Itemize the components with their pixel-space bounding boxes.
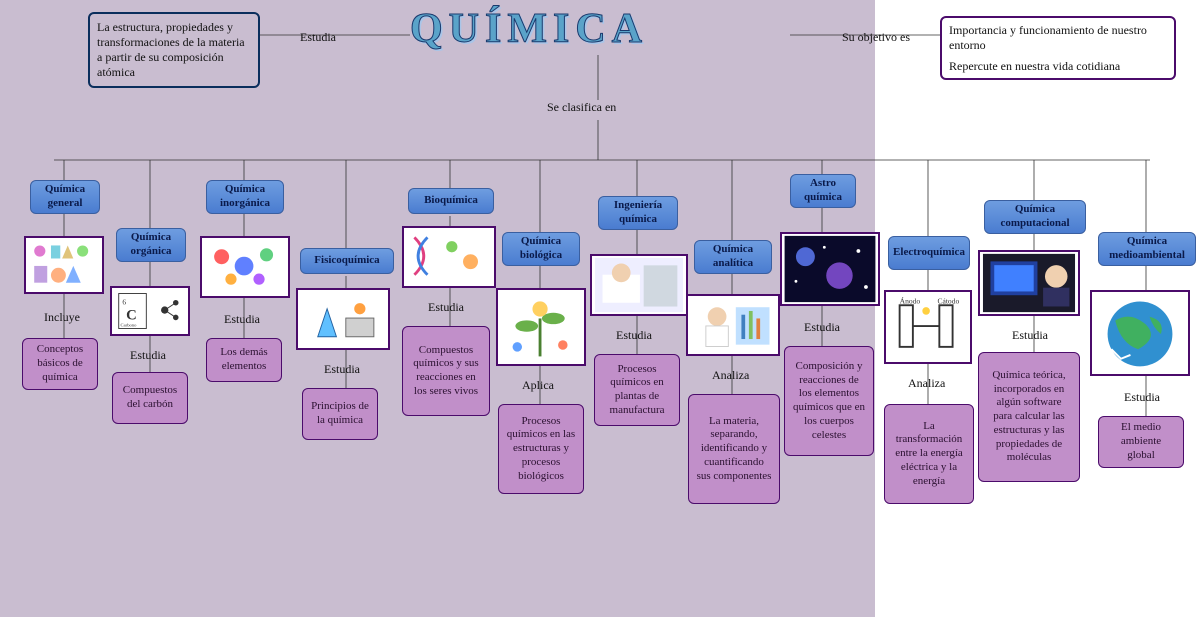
branch-img-analitica (686, 294, 780, 356)
branch-verb-biol: Aplica (522, 378, 554, 393)
branch-title-fisico: Fisicoquímica (300, 248, 394, 274)
main-title: QUÍMICA (410, 5, 648, 53)
biochem-icon (404, 228, 494, 286)
branch-verb-comp: Estudia (1012, 328, 1048, 343)
branch-title-electro: Electroquímica (888, 236, 970, 270)
lab-icons-icon (26, 238, 102, 292)
branch-title-bio: Bioquímica (408, 188, 494, 214)
branch-title-general: Química general (30, 180, 100, 214)
branch-img-comp (978, 250, 1080, 316)
branch-title-organica: Química orgánica (116, 228, 186, 262)
branch-desc-ing: Procesos químicos en plantas de manufact… (594, 354, 680, 426)
branch-verb-medio: Estudia (1124, 390, 1160, 405)
branch-img-organica (110, 286, 190, 336)
branch-verb-organica: Estudia (130, 348, 166, 363)
branch-desc-organica: Compuestos del carbón (112, 372, 188, 424)
branch-desc-analitica: La materia, separando, identificando y c… (688, 394, 780, 504)
branch-desc-fisico: Principios de la química (302, 388, 378, 440)
space-icon (782, 234, 878, 304)
battery-icon (886, 292, 970, 362)
plant-icon (498, 290, 584, 364)
branch-title-biol: Química biológica (502, 232, 580, 266)
branch-desc-electro: La transformación entre la energía eléct… (884, 404, 974, 504)
engineer-icon (592, 256, 686, 314)
branch-verb-astro: Estudia (804, 320, 840, 335)
topic-right-line2: Repercute en nuestra vida cotidiana (949, 59, 1120, 74)
topic-right-box: Importancia y funcionamiento de nuestro … (940, 16, 1176, 80)
analyst-icon (688, 296, 778, 354)
branch-verb-analitica: Analiza (712, 368, 749, 383)
branch-verb-fisico: Estudia (324, 362, 360, 377)
branch-verb-inorganica: Estudia (224, 312, 260, 327)
branch-title-medio: Química medioambiental (1098, 232, 1196, 266)
branch-title-comp: Química computacional (984, 200, 1086, 234)
branch-img-inorganica (200, 236, 290, 298)
branch-img-astro (780, 232, 880, 306)
branch-verb-general: Incluye (44, 310, 80, 325)
link-label-estudia: Estudia (300, 30, 336, 45)
branch-desc-medio: El medio ambiente global (1098, 416, 1184, 468)
branch-img-medio (1090, 290, 1190, 376)
branch-desc-bio: Compuestos químicos y sus reacciones en … (402, 326, 490, 416)
link-label-clasifica: Se clasifica en (547, 100, 616, 115)
branch-verb-ing: Estudia (616, 328, 652, 343)
branch-img-biol (496, 288, 586, 366)
branch-verb-electro: Analiza (908, 376, 945, 391)
branch-desc-inorganica: Los demás elementos (206, 338, 282, 382)
computer-icon (980, 252, 1078, 314)
branch-desc-comp: Química teórica, incorporados en algún s… (978, 352, 1080, 482)
topic-right-line1: Importancia y funcionamiento de nuestro … (949, 23, 1167, 53)
physchem-icon (298, 290, 388, 348)
branch-desc-astro: Composición y reacciones de los elemento… (784, 346, 874, 456)
branch-title-ing: Ingeniería química (598, 196, 678, 230)
carbon-icon (112, 288, 188, 334)
globe-icon (1092, 292, 1188, 374)
branch-title-inorganica: Química inorgánica (206, 180, 284, 214)
branch-title-analitica: Química analítica (694, 240, 772, 274)
branch-img-electro (884, 290, 972, 364)
topic-left-box: La estructura, propiedades y transformac… (88, 12, 260, 88)
branch-verb-bio: Estudia (428, 300, 464, 315)
branch-img-bio (402, 226, 496, 288)
branch-title-astro: Astro química (790, 174, 856, 208)
topic-left-text: La estructura, propiedades y transformac… (97, 20, 251, 80)
branch-desc-biol: Procesos químicos en las estructuras y p… (498, 404, 584, 494)
branch-desc-general: Conceptos básicos de química (22, 338, 98, 390)
elements-icon (202, 238, 288, 296)
link-label-objetivo: Su objetivo es (842, 30, 910, 45)
branch-img-fisico (296, 288, 390, 350)
branch-img-ing (590, 254, 688, 316)
branch-img-general (24, 236, 104, 294)
